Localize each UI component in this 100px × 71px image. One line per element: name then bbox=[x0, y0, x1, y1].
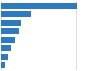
Bar bbox=[1, 11, 31, 17]
Bar bbox=[1, 62, 5, 68]
Bar bbox=[1, 54, 8, 60]
Bar bbox=[1, 37, 15, 43]
Bar bbox=[1, 45, 11, 51]
Bar bbox=[1, 28, 19, 34]
Bar bbox=[1, 3, 77, 9]
Bar bbox=[1, 20, 21, 26]
